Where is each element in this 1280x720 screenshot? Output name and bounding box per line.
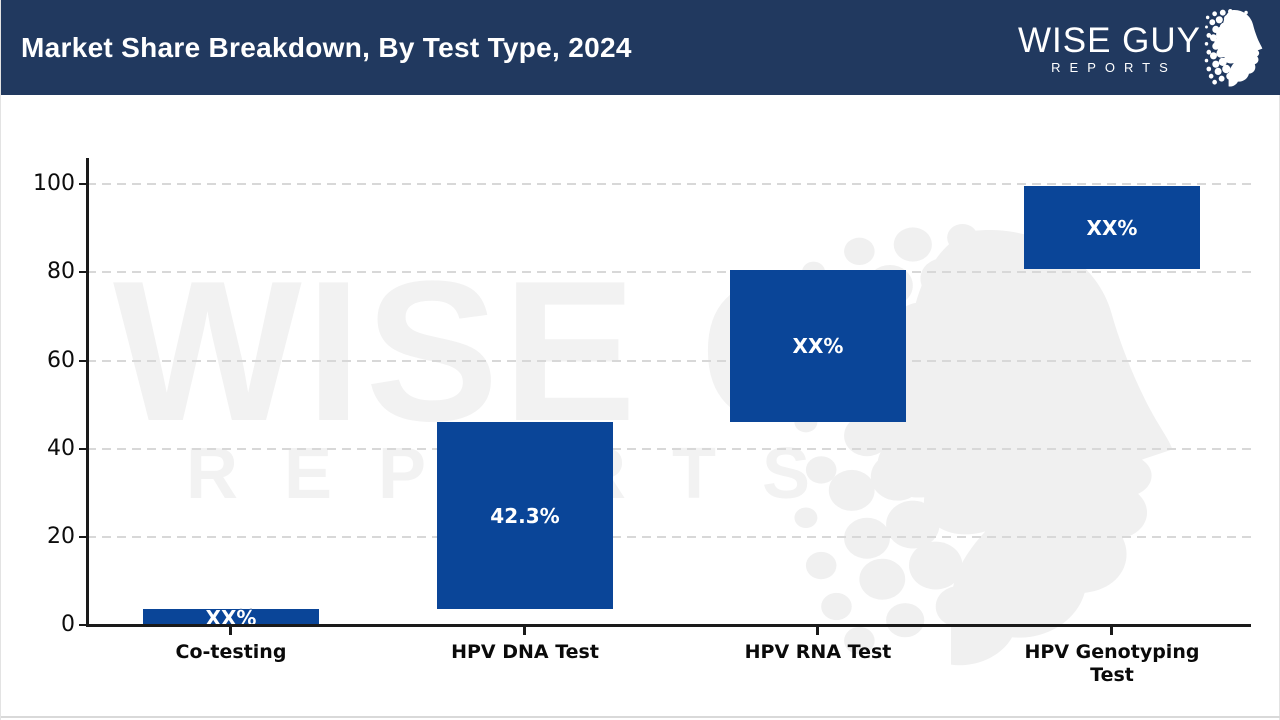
y-axis-label-40: 40 [47, 436, 75, 461]
bar-hpv-genotyping-test: XX% [1024, 186, 1200, 269]
y-tick-20 [79, 536, 86, 538]
gridline-20 [87, 536, 1251, 538]
page-title: Market Share Breakdown, By Test Type, 20… [21, 31, 632, 63]
y-axis-line [86, 158, 89, 627]
gridline-60 [87, 360, 1251, 362]
gridline-100 [87, 183, 1251, 185]
bar-value-label: 42.3% [490, 503, 560, 528]
y-tick-100 [79, 183, 86, 185]
x-axis-line [86, 624, 1251, 627]
x-tick-hpv-rna-test [816, 627, 819, 635]
logo-subtitle: REPORTS [1051, 59, 1177, 75]
y-tick-60 [79, 360, 86, 362]
y-axis-label-20: 20 [47, 524, 75, 549]
x-tick-co-testing [229, 627, 232, 635]
bar-co-testing: XX% [143, 609, 319, 626]
x-axis-label-hpv-dna-test: HPV DNA Test [451, 641, 599, 663]
logo-text: WISE GUY REPORTS [1018, 23, 1201, 74]
logo-head-icon [1204, 9, 1263, 87]
y-tick-80 [79, 271, 86, 273]
gridline-80 [87, 271, 1251, 273]
x-tick-hpv-genotyping-test [1110, 627, 1113, 635]
y-axis-label-60: 60 [47, 348, 75, 373]
x-axis-label-hpv-genotyping-test: HPV Genotyping Test [1024, 641, 1200, 686]
logo-wordmark: WISE GUY [1017, 20, 1201, 60]
gridline-40 [87, 448, 1251, 450]
bar-hpv-rna-test: XX% [730, 270, 906, 422]
bar-value-label: XX% [1086, 215, 1138, 240]
x-tick-hpv-dna-test [523, 627, 526, 635]
bar-hpv-dna-test: 42.3% [437, 422, 613, 609]
bottom-divider [1, 716, 1280, 718]
x-axis-label-hpv-rna-test: HPV RNA Test [744, 641, 892, 663]
y-tick-0 [79, 624, 86, 626]
x-axis-label-co-testing: Co-testing [175, 641, 287, 663]
header: Market Share Breakdown, By Test Type, 20… [1, 0, 1280, 95]
y-tick-40 [79, 448, 86, 450]
y-axis-label-0: 0 [61, 612, 75, 637]
y-axis-label-100: 100 [33, 171, 75, 196]
y-axis-label-80: 80 [47, 259, 75, 284]
bar-value-label: XX% [205, 609, 257, 626]
bar-value-label: XX% [792, 334, 844, 358]
wise-guy-logo: WISE GUY REPORTS [1018, 8, 1267, 88]
